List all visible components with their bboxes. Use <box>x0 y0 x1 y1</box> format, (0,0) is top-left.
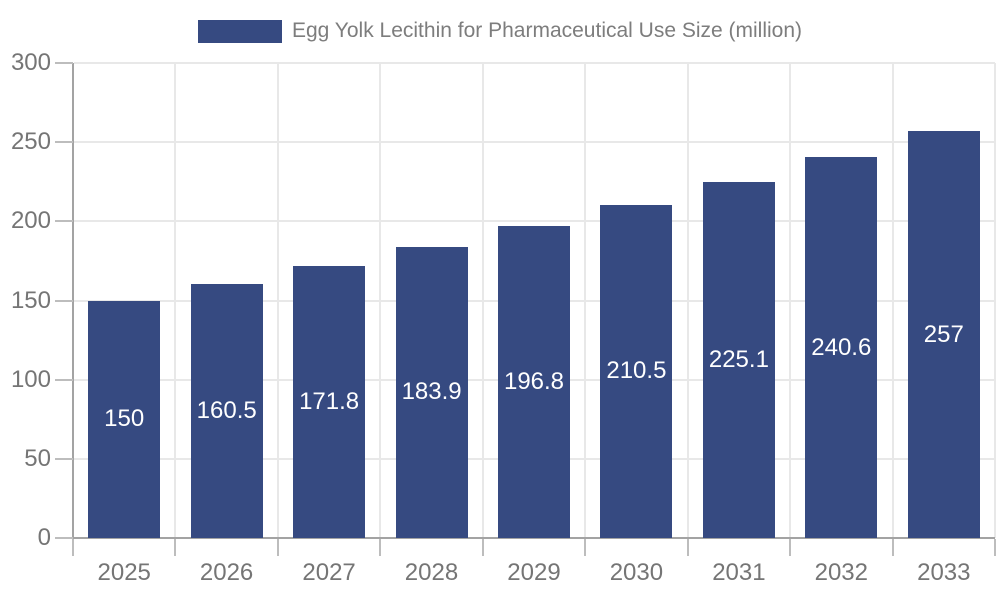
x-tick-mark <box>72 539 74 556</box>
bar-value-label: 171.8 <box>299 388 360 415</box>
y-tick-mark <box>55 141 73 144</box>
x-axis-label-2030: 2030 <box>609 559 664 586</box>
bar-value-label: 210.5 <box>606 357 667 385</box>
bar-value-label: 183.9 <box>401 378 462 406</box>
chart-title: Egg Yolk Lecithin for Pharmaceutical Use… <box>291 19 803 42</box>
y-axis-label-200: 200 <box>10 207 51 235</box>
x-gridline <box>789 63 792 538</box>
y-tick-mark <box>55 62 73 64</box>
bar-value-label: 160.5 <box>196 396 257 424</box>
x-axis-label-2028: 2028 <box>404 559 459 586</box>
x-axis-label-2029: 2029 <box>507 559 561 586</box>
x-axis-label-2033: 2033 <box>917 559 971 586</box>
bar-2032[interactable]: 240.6 <box>805 157 878 538</box>
bar-value-label: 225.1 <box>708 345 769 373</box>
x-axis-label-2027: 2027 <box>302 559 356 586</box>
y-gridline <box>74 62 995 64</box>
y-axis-label-300: 300 <box>10 49 51 76</box>
y-axis-line <box>72 63 74 538</box>
bar-2031[interactable]: 225.1 <box>702 181 775 538</box>
bar-2025[interactable]: 150 <box>88 300 161 538</box>
x-gridline <box>891 63 894 538</box>
x-axis-label-2031: 2031 <box>712 559 766 586</box>
x-tick-mark <box>584 539 587 556</box>
bar-value-label: 150 <box>104 405 145 433</box>
x-tick-mark <box>891 539 894 556</box>
bar-2029[interactable]: 196.8 <box>498 226 570 538</box>
x-gridline <box>276 63 279 538</box>
bar-value-label: 240.6 <box>811 333 872 361</box>
y-tick-mark <box>55 378 73 381</box>
x-axis-line <box>72 537 995 539</box>
x-tick-mark <box>379 539 382 556</box>
y-tick-mark <box>55 537 73 539</box>
x-gridline <box>994 63 996 538</box>
x-gridline <box>584 63 587 538</box>
x-axis-label-2026: 2026 <box>199 559 254 586</box>
legend-swatch <box>197 19 282 43</box>
x-tick-mark <box>686 539 689 556</box>
x-axis-label-2032: 2032 <box>814 559 868 586</box>
bar-2033[interactable]: 257 <box>907 131 980 538</box>
bar-2028[interactable]: 183.9 <box>395 246 468 538</box>
y-tick-mark <box>55 299 73 302</box>
y-axis-label-50: 50 <box>24 444 51 472</box>
y-axis-label-0: 0 <box>37 524 51 551</box>
bar-value-label: 196.8 <box>503 368 565 396</box>
y-tick-mark <box>55 457 73 460</box>
x-tick-mark <box>174 539 177 556</box>
x-tick-mark <box>994 539 996 556</box>
x-tick-mark <box>481 539 484 556</box>
y-axis-label-100: 100 <box>10 365 51 393</box>
y-tick-mark <box>55 220 73 223</box>
bar-value-label: 257 <box>923 320 964 348</box>
y-axis-label-150: 150 <box>10 286 51 314</box>
x-gridline <box>481 63 484 538</box>
legend-item[interactable]: Egg Yolk Lecithin for Pharmaceutical Use… <box>0 19 1000 43</box>
y-gridline <box>74 220 995 223</box>
x-gridline <box>379 63 382 538</box>
y-axis-label-250: 250 <box>10 128 51 156</box>
bar-2030[interactable]: 210.5 <box>600 204 673 538</box>
y-gridline <box>74 141 995 144</box>
x-tick-mark <box>276 539 279 556</box>
bar-2027[interactable]: 171.8 <box>293 266 366 538</box>
x-axis-label-2025: 2025 <box>97 559 151 586</box>
bar-2026[interactable]: 160.5 <box>190 283 263 538</box>
x-tick-mark <box>789 539 792 556</box>
x-gridline <box>686 63 689 538</box>
x-gridline <box>174 63 177 538</box>
